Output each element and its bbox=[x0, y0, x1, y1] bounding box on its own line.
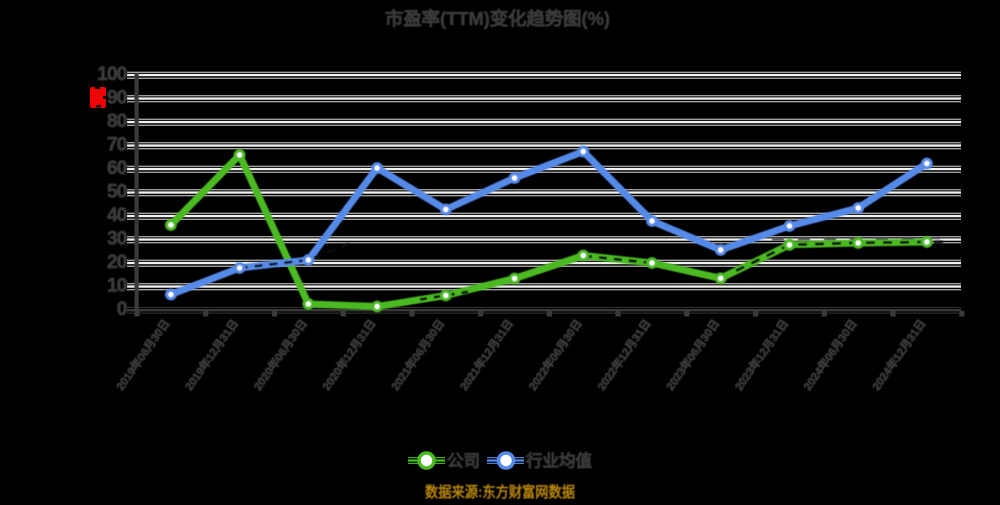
svg-text:80: 80 bbox=[107, 111, 127, 132]
svg-text:市盈率(TTM)变化趋势图(%): 市盈率(TTM)变化趋势图(%) bbox=[385, 8, 610, 29]
svg-text:公司: 公司 bbox=[447, 452, 480, 471]
svg-text:20: 20 bbox=[107, 252, 127, 273]
svg-text:数据来源:东方财富网数据: 数据来源:东方财富网数据 bbox=[425, 483, 575, 500]
svg-text:50: 50 bbox=[107, 182, 127, 203]
svg-text:30: 30 bbox=[107, 229, 127, 250]
svg-text:10: 10 bbox=[107, 276, 127, 297]
svg-text:90: 90 bbox=[107, 88, 127, 109]
svg-text:100: 100 bbox=[97, 64, 127, 85]
svg-text:行业均值: 行业均值 bbox=[525, 451, 593, 471]
svg-text:70: 70 bbox=[107, 135, 127, 156]
svg-text:0: 0 bbox=[117, 299, 127, 320]
svg-text:40: 40 bbox=[107, 205, 127, 226]
svg-text:60: 60 bbox=[107, 158, 127, 179]
